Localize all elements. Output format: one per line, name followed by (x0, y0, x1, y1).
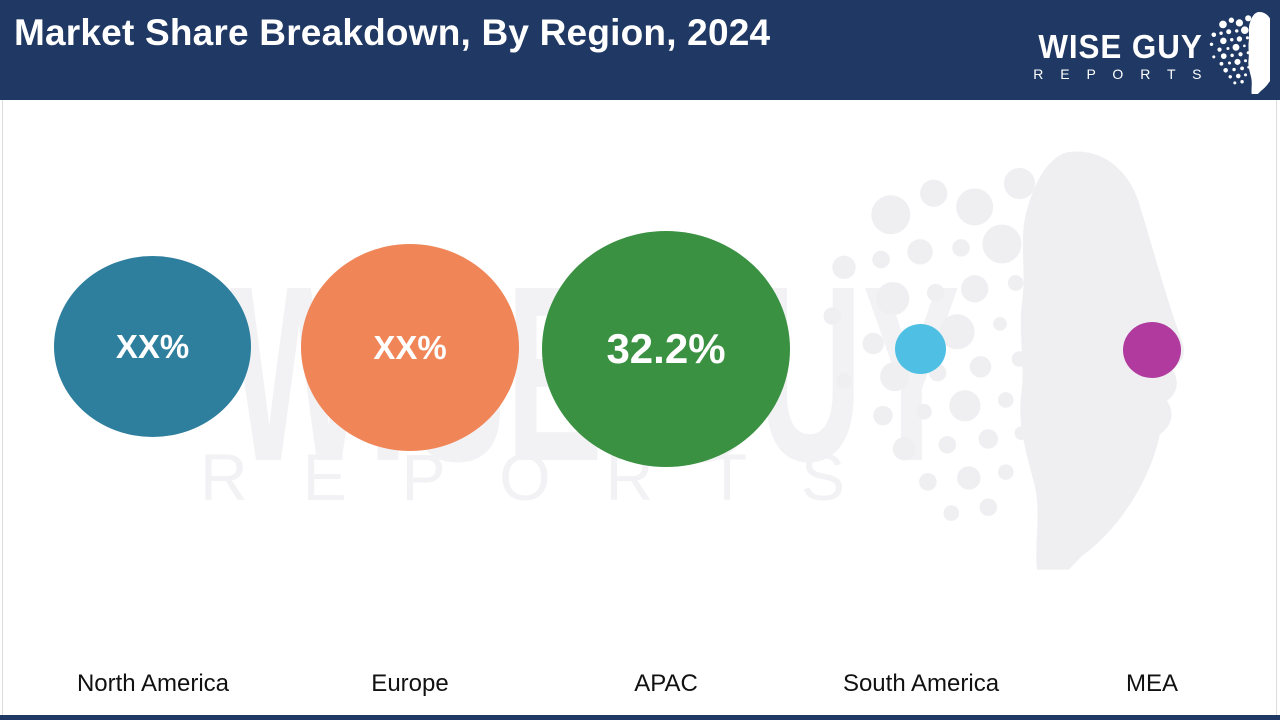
bubble-south-america (895, 324, 946, 374)
bubble-mea (1123, 322, 1181, 378)
region-label-north-america: North America (76, 670, 230, 697)
bubble-value-europe: XX% (373, 328, 447, 366)
brand-tagline: R E P O R T S (1033, 66, 1208, 82)
wise-guy-head-icon (1192, 8, 1270, 94)
bubble-value-apac: 32.2% (606, 325, 726, 372)
region-label-europe: Europe (371, 670, 449, 697)
bubble-value-north-america: XX% (115, 327, 190, 365)
brand-logo-text: WISE GUY R E P O R T S (1033, 30, 1208, 82)
bubble-apac: 32.2% (542, 231, 790, 467)
watermark-brand-tagline: R E P O R T S (200, 440, 845, 514)
region-label-apac: APAC (634, 670, 698, 697)
brand-name: WISE GUY (1038, 28, 1203, 65)
region-label-south-america: South America (842, 670, 1000, 697)
bubble-chart: WISE GUY R E P O R T S XX% XX% 32.2% Nor… (0, 100, 1280, 720)
page-title: Market Share Breakdown, By Region, 2024 (14, 12, 771, 53)
bubble-north-america: XX% (54, 256, 251, 437)
bottom-accent-bar (0, 715, 1280, 720)
brand-logo: WISE GUY R E P O R T S (1033, 8, 1270, 94)
bubble-europe: XX% (301, 244, 519, 451)
header: Market Share Breakdown, By Region, 2024 … (0, 0, 1280, 100)
region-label-mea: MEA (1125, 670, 1179, 697)
